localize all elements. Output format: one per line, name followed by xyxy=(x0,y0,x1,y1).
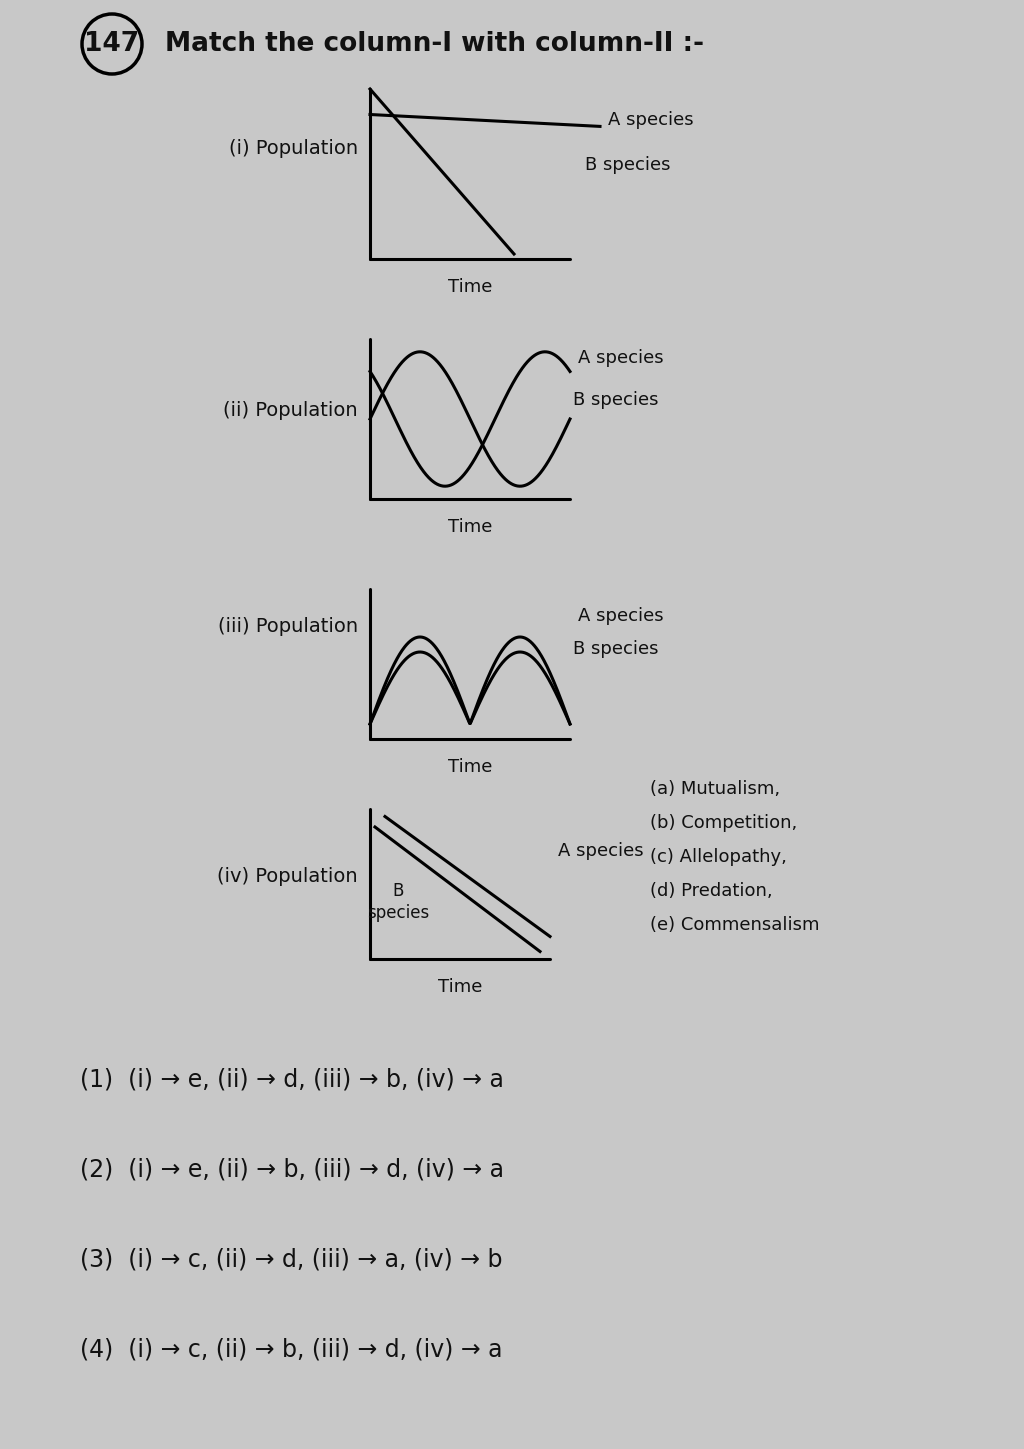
Text: (c) Allelopathy,: (c) Allelopathy, xyxy=(650,848,786,867)
Text: (2)  (i) → e, (ii) → b, (iii) → d, (iv) → a: (2) (i) → e, (ii) → b, (iii) → d, (iv) →… xyxy=(80,1156,504,1181)
Text: A species: A species xyxy=(578,349,664,367)
Text: (1)  (i) → e, (ii) → d, (iii) → b, (iv) → a: (1) (i) → e, (ii) → d, (iii) → b, (iv) →… xyxy=(80,1066,504,1091)
Text: B species: B species xyxy=(585,156,671,174)
Text: (iii) Population: (iii) Population xyxy=(218,617,358,636)
Text: (iv) Population: (iv) Population xyxy=(217,867,358,885)
Text: Time: Time xyxy=(447,517,493,536)
Text: (4)  (i) → c, (ii) → b, (iii) → d, (iv) → a: (4) (i) → c, (ii) → b, (iii) → d, (iv) →… xyxy=(80,1337,503,1361)
Text: 147: 147 xyxy=(84,30,139,57)
Text: Time: Time xyxy=(447,758,493,777)
Text: Time: Time xyxy=(447,278,493,296)
Text: (a) Mutualism,: (a) Mutualism, xyxy=(650,780,780,798)
Text: (3)  (i) → c, (ii) → d, (iii) → a, (iv) → b: (3) (i) → c, (ii) → d, (iii) → a, (iv) →… xyxy=(80,1248,503,1271)
Text: Time: Time xyxy=(438,978,482,995)
Text: (b) Competition,: (b) Competition, xyxy=(650,814,798,832)
Text: (d) Predation,: (d) Predation, xyxy=(650,882,773,900)
Text: (ii) Population: (ii) Population xyxy=(223,401,358,420)
Text: (i) Population: (i) Population xyxy=(229,139,358,158)
Text: B species: B species xyxy=(573,640,658,658)
Text: A species: A species xyxy=(578,607,664,625)
Text: A species: A species xyxy=(608,110,693,129)
Text: Match the column-I with column-II :-: Match the column-I with column-II :- xyxy=(165,30,705,57)
Text: B
species: B species xyxy=(367,882,429,922)
Text: B species: B species xyxy=(573,391,658,409)
Text: A species: A species xyxy=(558,842,644,861)
Text: (e) Commensalism: (e) Commensalism xyxy=(650,916,819,935)
